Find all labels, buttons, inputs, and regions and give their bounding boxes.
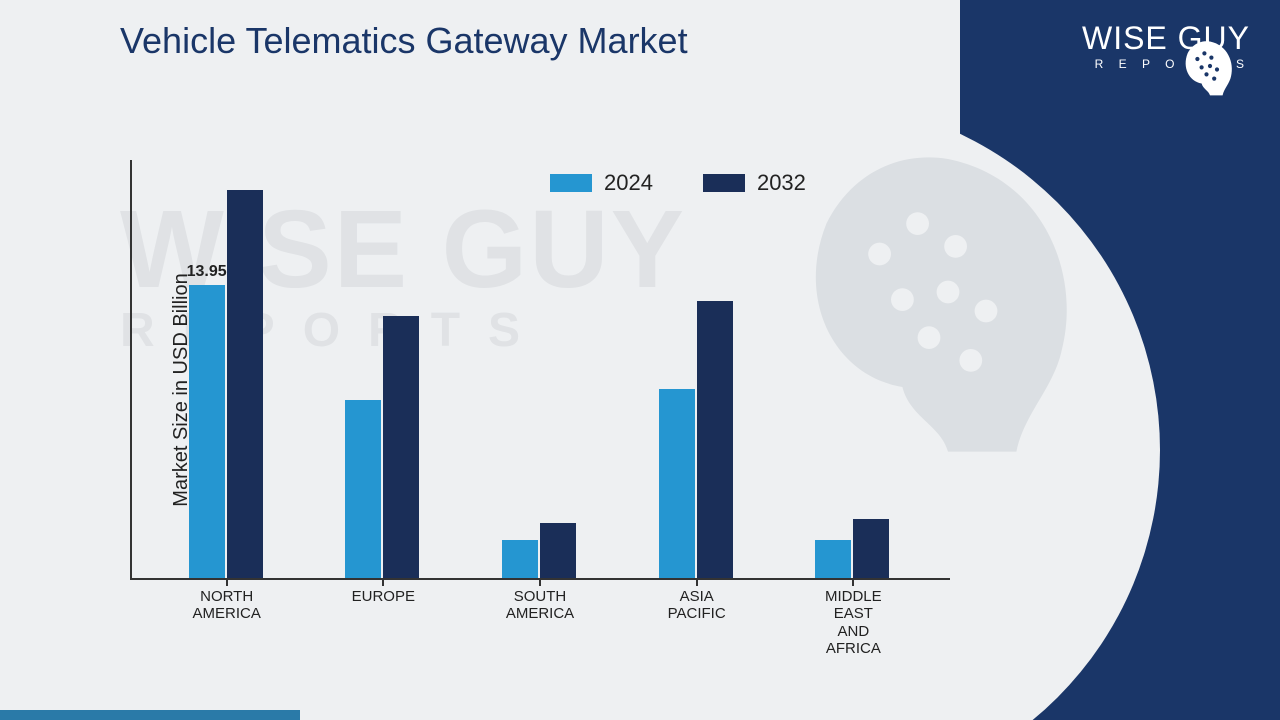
data-label: 13.95 <box>187 263 227 281</box>
canvas: WISE GUY R E P O R T S Vehicle Telematic… <box>0 0 1280 720</box>
bar <box>815 540 851 578</box>
brand-logo: WISE GUY R E P O R T S <box>1082 20 1250 71</box>
category-label: NORTHAMERICA <box>157 588 297 623</box>
bar <box>189 285 225 578</box>
x-tick <box>226 580 228 586</box>
x-tick <box>382 580 384 586</box>
bar <box>540 523 576 578</box>
brand-head-icon <box>1168 38 1238 108</box>
chart-title: Vehicle Telematics Gateway Market <box>120 20 688 62</box>
bar <box>502 540 538 578</box>
bar <box>383 316 419 579</box>
y-axis <box>130 160 132 580</box>
category-label: EUROPE <box>313 588 453 605</box>
x-tick <box>696 580 698 586</box>
x-tick <box>539 580 541 586</box>
chart-area: Market Size in USD Billion 13.95 NORTHAM… <box>70 160 970 620</box>
bar <box>659 389 695 578</box>
category-label: MIDDLEEASTANDAFRICA <box>783 588 923 657</box>
category-label: SOUTHAMERICA <box>470 588 610 623</box>
bar <box>227 190 263 579</box>
plot-area: 13.95 <box>130 160 950 580</box>
footer-accent-bar <box>0 710 300 720</box>
bar <box>345 400 381 579</box>
x-tick <box>852 580 854 586</box>
bar <box>697 301 733 578</box>
bar <box>853 519 889 578</box>
category-label: ASIAPACIFIC <box>627 588 767 623</box>
